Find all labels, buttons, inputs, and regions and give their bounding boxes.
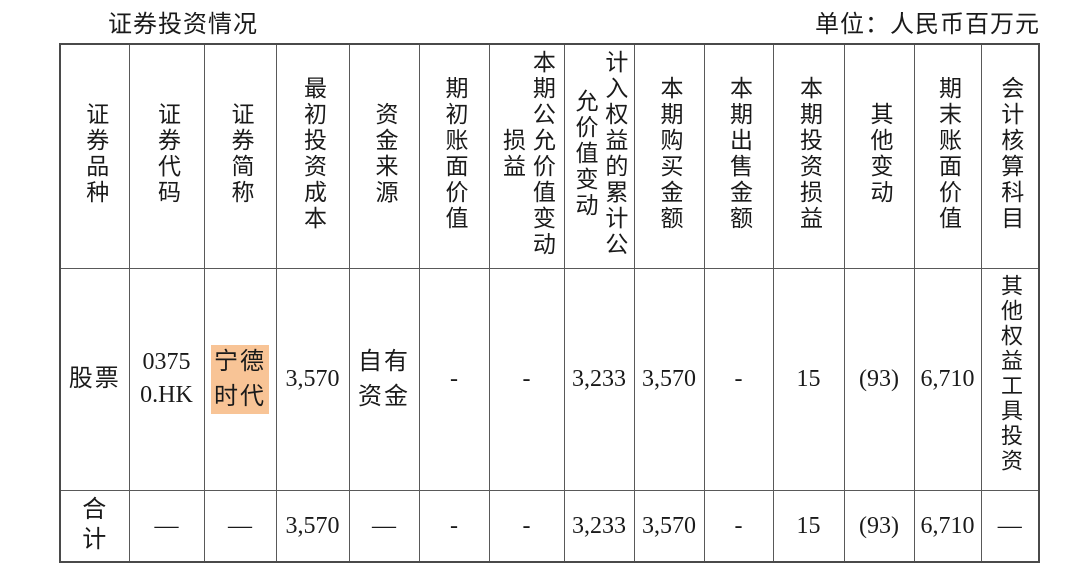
cell-total-cumulative-fv-change-equity-value: 3,233 <box>572 512 626 539</box>
unit-note: 单位：人民币百万元 <box>815 12 1040 38</box>
cell-security-type-value: 股票 <box>68 366 121 393</box>
cell-total-fv-change-pl-value: - <box>522 512 531 539</box>
cell-sale-amount-value: - <box>734 366 743 393</box>
cell-total-investment-pl: 15 <box>772 490 845 563</box>
col-header-accounting-item-label: 会计核算科目 <box>997 76 1023 232</box>
securities-investment-table: 证券品种 证券代码 证券简称 最初投资成本 资金来源 期初账面价值 <box>59 43 1040 563</box>
col-header-investment-pl-label: 本期投资损益 <box>796 76 822 232</box>
cell-total-sale-amount-value: - <box>734 512 743 539</box>
cell-total-security-short-name-value: — <box>228 512 252 539</box>
col-header-opening-book-value-label: 期初账面价值 <box>441 76 467 232</box>
col-header-fv-change-pl: 本期公允价值变动损益 <box>488 43 565 269</box>
col-header-closing-book-value: 期末账面价值 <box>913 43 982 269</box>
cell-purchase-amount: 3,570 <box>633 268 705 491</box>
cell-security-short-name-value: 宁德时代 <box>211 344 269 415</box>
cell-investment-pl-value: 15 <box>796 366 821 393</box>
col-header-initial-investment-cost: 最初投资成本 <box>275 43 350 269</box>
col-header-fund-source: 资金来源 <box>348 43 420 269</box>
cell-total-other-changes-value: (93) <box>859 512 899 539</box>
col-header-purchase-amount: 本期购买金额 <box>633 43 705 269</box>
cell-total-closing-book-value: 6,710 <box>913 490 982 563</box>
cell-investment-pl: 15 <box>772 268 845 491</box>
cell-security-short-name: 宁德时代 <box>203 268 277 491</box>
cell-fv-change-pl: - <box>488 268 565 491</box>
table-header-row: 证券品种 证券代码 证券简称 最初投资成本 资金来源 期初账面价值 <box>59 43 1040 269</box>
cell-initial-investment-cost-value: 3,570 <box>285 366 340 393</box>
col-header-sale-amount: 本期出售金额 <box>703 43 774 269</box>
cell-fund-source-value: 自有资金 <box>358 348 410 410</box>
cell-cumulative-fv-change-equity-value: 3,233 <box>572 366 626 393</box>
cell-total-initial-investment-cost: 3,570 <box>275 490 350 563</box>
col-header-security-short-name-label: 证券简称 <box>227 102 253 206</box>
col-header-closing-book-value-label: 期末账面价值 <box>935 76 961 232</box>
table-row: 股票 03750.HK 宁德时代 3,570 自有资金 - - <box>59 268 1040 491</box>
col-header-sale-amount-label: 本期出售金额 <box>726 76 752 232</box>
cell-total-opening-book-value-value: - <box>450 512 458 539</box>
col-header-cumulative-fv-change-equity-label: 计入权益的累计公允价值变动 <box>572 50 627 258</box>
cell-security-code: 03750.HK <box>128 268 205 491</box>
cell-opening-book-value-value: - <box>450 366 458 393</box>
col-header-security-short-name: 证券简称 <box>203 43 277 269</box>
cell-total-label-value: 合计 <box>82 497 108 554</box>
cell-total-closing-book-value-value: 6,710 <box>920 512 975 539</box>
cell-sale-amount: - <box>703 268 774 491</box>
col-header-cumulative-fv-change-equity: 计入权益的累计公允价值变动 <box>563 43 635 269</box>
cell-initial-investment-cost: 3,570 <box>275 268 350 491</box>
cell-accounting-item: 其他权益工具投资 <box>980 268 1040 491</box>
col-header-accounting-item: 会计核算科目 <box>980 43 1040 269</box>
cell-total-fund-source: — <box>348 490 420 563</box>
cell-security-code-value: 03750.HK <box>140 348 193 409</box>
cell-closing-book-value-value: 6,710 <box>920 366 975 393</box>
cell-purchase-amount-value: 3,570 <box>642 366 696 393</box>
cell-total-investment-pl-value: 15 <box>796 512 821 539</box>
col-header-security-code-label: 证券代码 <box>154 102 180 206</box>
cell-total-cumulative-fv-change-equity: 3,233 <box>563 490 635 563</box>
cell-fund-source: 自有资金 <box>348 268 420 491</box>
cell-total-fund-source-value: — <box>372 512 396 539</box>
cell-total-accounting-item-value: — <box>997 512 1022 539</box>
cell-total-other-changes: (93) <box>843 490 915 563</box>
cell-security-type: 股票 <box>59 268 130 491</box>
col-header-fv-change-pl-label: 本期公允价值变动损益 <box>499 50 555 258</box>
cell-fv-change-pl-value: - <box>522 366 531 393</box>
cell-other-changes-value: (93) <box>859 366 899 393</box>
cell-total-security-code: — <box>128 490 205 563</box>
table-caption-row: 证券投资情况 单位：人民币百万元 <box>0 0 1080 43</box>
cell-closing-book-value: 6,710 <box>913 268 982 491</box>
col-header-other-changes: 其他变动 <box>843 43 915 269</box>
cell-total-purchase-amount-value: 3,570 <box>642 512 696 539</box>
securities-investment-table-wrapper: 证券品种 证券代码 证券简称 最初投资成本 资金来源 期初账面价值 <box>59 43 1040 563</box>
col-header-purchase-amount-label: 本期购买金额 <box>656 76 682 232</box>
cell-total-opening-book-value: - <box>418 490 490 563</box>
col-header-fund-source-label: 资金来源 <box>371 102 397 206</box>
cell-total-initial-investment-cost-value: 3,570 <box>285 512 340 539</box>
cell-accounting-item-value: 其他权益工具投资 <box>998 274 1024 475</box>
cell-total-label: 合计 <box>59 490 130 563</box>
cell-total-security-code-value: — <box>154 512 179 539</box>
col-header-security-type-label: 证券品种 <box>82 102 108 206</box>
cell-total-fv-change-pl: - <box>488 490 565 563</box>
table-row: 合计 — — 3,570 — - - <box>59 490 1040 563</box>
table-title: 证券投资情况 <box>108 12 258 38</box>
col-header-security-type: 证券品种 <box>59 43 130 269</box>
cell-other-changes: (93) <box>843 268 915 491</box>
col-header-security-code: 证券代码 <box>128 43 205 269</box>
cell-cumulative-fv-change-equity: 3,233 <box>563 268 635 491</box>
col-header-initial-investment-cost-label: 最初投资成本 <box>300 76 326 232</box>
col-header-other-changes-label: 其他变动 <box>866 102 892 206</box>
cell-opening-book-value: - <box>418 268 490 491</box>
col-header-investment-pl: 本期投资损益 <box>772 43 845 269</box>
col-header-opening-book-value: 期初账面价值 <box>418 43 490 269</box>
cell-total-purchase-amount: 3,570 <box>633 490 705 563</box>
cell-total-sale-amount: - <box>703 490 774 563</box>
cell-total-security-short-name: — <box>203 490 277 563</box>
cell-total-accounting-item: — <box>980 490 1040 563</box>
